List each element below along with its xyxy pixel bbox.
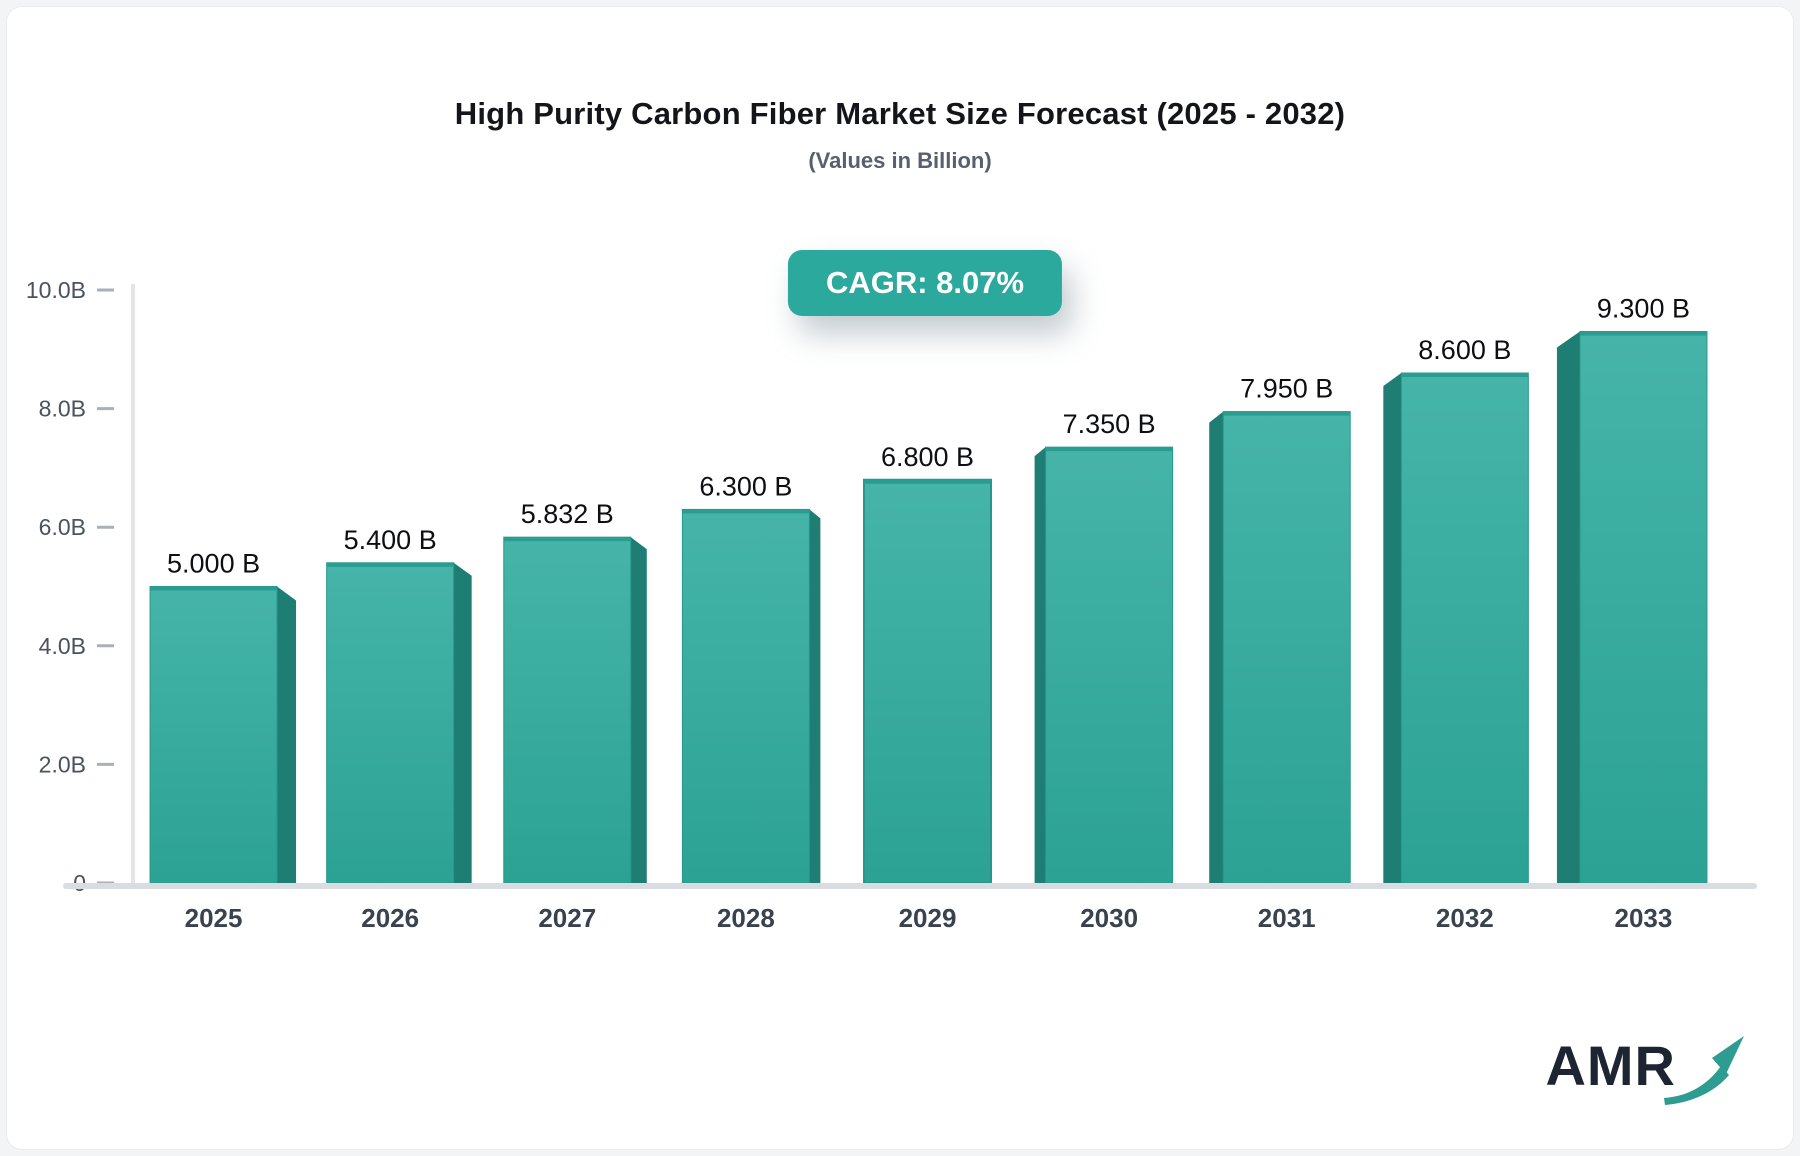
bar-top-edge [1223,411,1351,416]
bar-side-face [1383,373,1402,883]
growth-arrow-icon [1664,1036,1744,1105]
bar-2032: 8.600 B [1383,335,1529,884]
bar-value-label: 7.350 B [1063,409,1156,439]
bar-value-label: 9.300 B [1597,294,1690,324]
bar-top-edge [864,479,991,484]
bar-side-face [1209,411,1224,883]
bar-2030: 7.350 B [1034,409,1174,884]
bar-value-label: 8.600 B [1418,335,1511,365]
amr-logo-text: AMR [1545,1033,1676,1097]
bar-front-face [1222,411,1351,884]
bar-top-edge [682,509,810,514]
bar-top-edge [150,586,278,591]
bar-top-edge [1579,331,1707,336]
bar-2027: 5.832 B [503,499,647,884]
bar-front-face [1400,372,1529,884]
bar-front-face [149,586,278,884]
x-axis-baseline [63,883,1757,889]
bar-value-label: 5.000 B [167,549,260,579]
x-axis-label: 2027 [538,903,596,933]
bar-side-face [277,586,297,883]
bar-front-face [681,508,810,884]
bar-2028: 6.300 B [681,471,821,884]
bar-2033: 9.300 B [1556,294,1708,884]
bar-2025: 5.000 B [149,549,297,884]
x-axis-label: 2029 [899,903,957,933]
y-axis-label: 2.0B [39,751,86,777]
bar-2029: 6.800 B [863,442,992,884]
x-axis-label: 2031 [1258,903,1316,933]
amr-logo: AMR [1545,1022,1748,1108]
bar-side-face [453,562,472,883]
bar-value-label: 5.400 B [344,525,437,555]
bar-side-face [630,537,647,883]
bar-front-face [863,478,992,884]
bar-front-face [1579,331,1708,884]
bar-2026: 5.400 B [326,525,472,884]
bar-front-face [326,562,455,884]
bar-side-face [1556,331,1580,883]
bar-side-face [809,509,821,883]
y-axis-label: 4.0B [39,633,86,659]
bar-side-face [1034,447,1046,883]
bar-top-edge [503,537,631,542]
bar-2031: 7.950 B [1209,374,1351,884]
bar-value-label: 6.300 B [699,471,792,501]
cagr-badge: CAGR: 8.07% [787,250,1063,316]
x-axis-label: 2025 [185,903,243,933]
bar-value-label: 7.950 B [1240,374,1333,404]
y-axis-label: 8.0B [39,396,86,422]
x-axis-label: 2033 [1615,903,1673,933]
x-axis-label: 2026 [361,903,419,933]
y-axis-label: 10.0B [26,277,86,303]
x-axis-label: 2030 [1080,903,1138,933]
bar-top-edge [1401,373,1529,378]
bar-top-edge [326,562,454,567]
bar-front-face [1045,446,1174,884]
chart-subtitle: (Values in Billion) [808,148,992,173]
x-axis-label: 2032 [1436,903,1494,933]
bar-value-label: 6.800 B [881,442,974,472]
bar-value-label: 5.832 B [521,499,614,529]
bar-top-edge [1045,447,1173,452]
y-axis-label: 6.0B [39,514,86,540]
chart-title: High Purity Carbon Fiber Market Size For… [454,96,1346,131]
x-axis-label: 2028 [717,903,775,933]
bar-front-face [503,536,632,884]
